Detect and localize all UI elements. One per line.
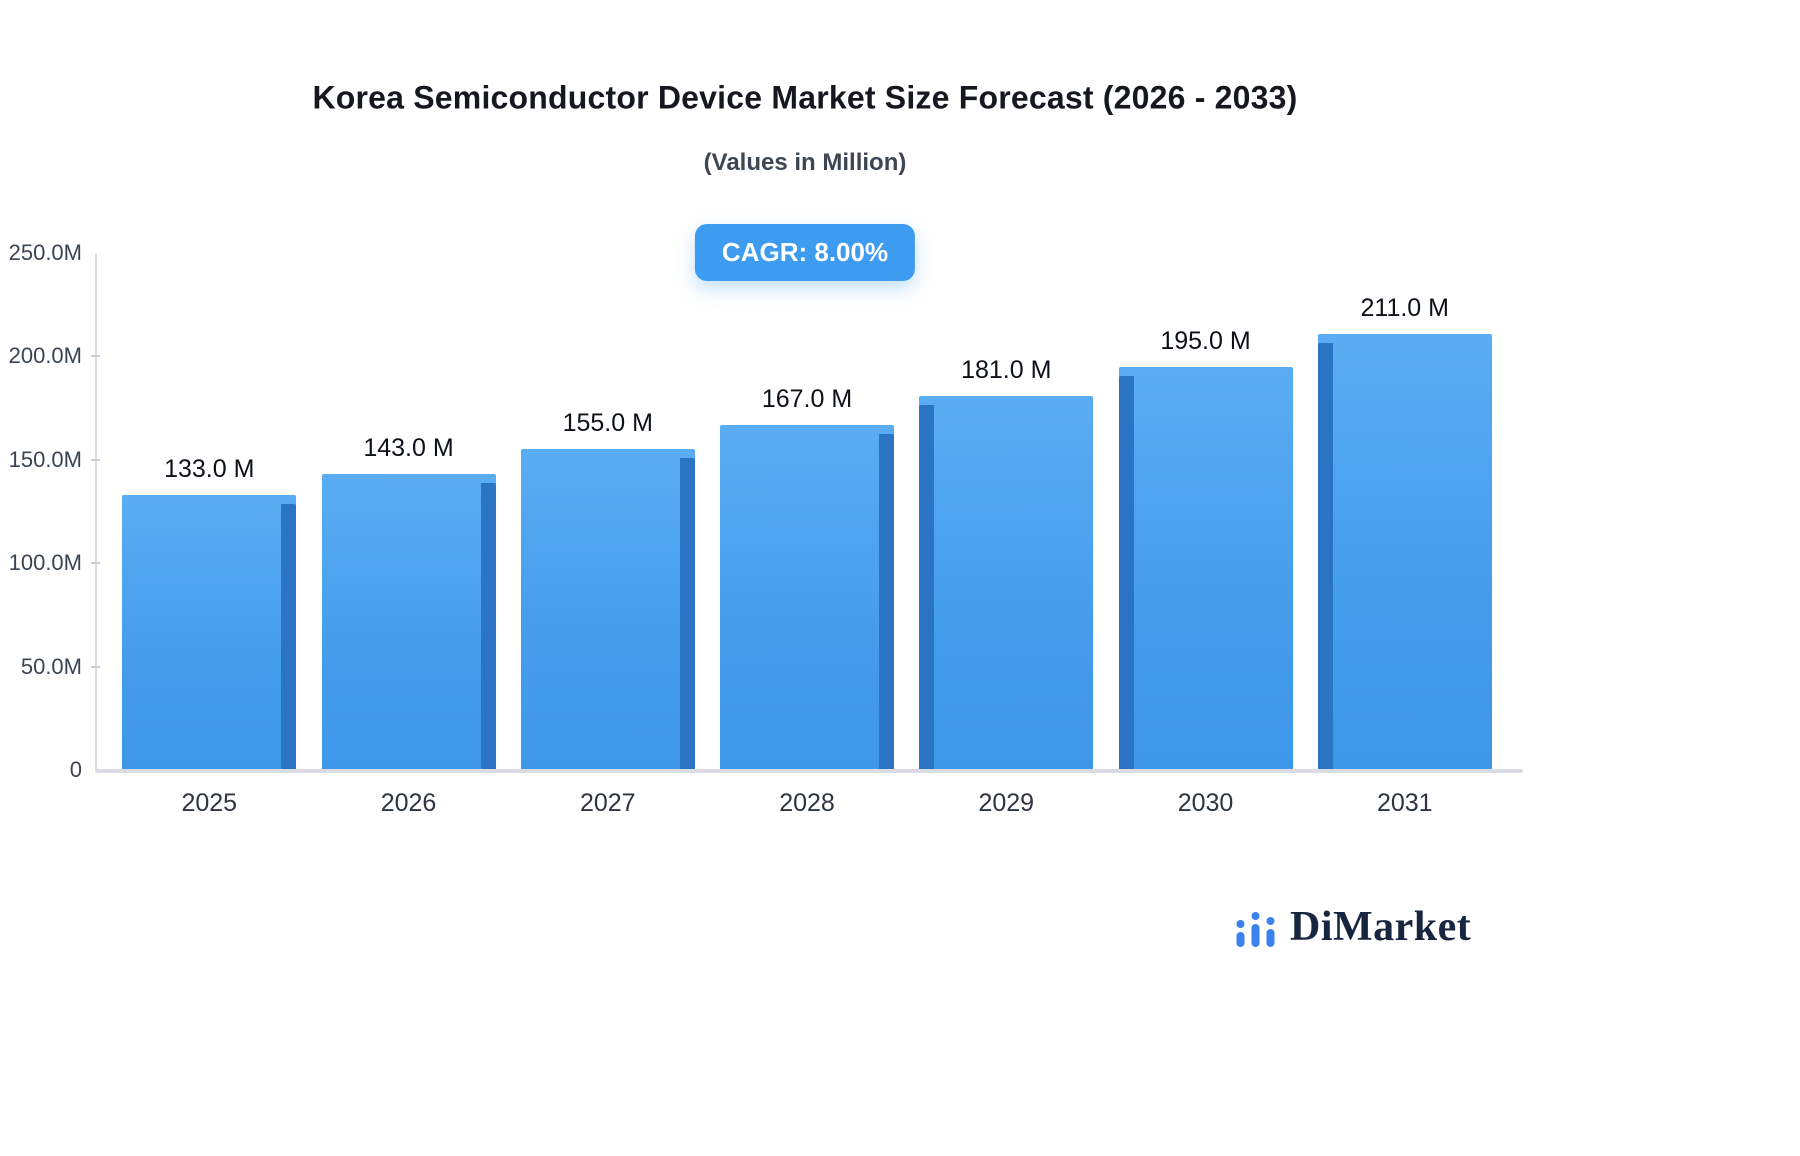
- bar-column: 181.0 M 2029: [919, 253, 1094, 817]
- bar: [720, 425, 894, 770]
- y-tick-mark: [91, 355, 100, 358]
- bar-side-face: [919, 405, 935, 770]
- bar-side-face: [1317, 343, 1333, 770]
- bar-value-label: 133.0 M: [164, 455, 255, 483]
- bar: [1118, 367, 1293, 770]
- bar-value-label: 143.0 M: [363, 434, 454, 462]
- chart-subtitle: (Values in Million): [703, 149, 907, 176]
- bar-value-label: 181.0 M: [961, 356, 1052, 384]
- bar-side-face: [879, 434, 894, 770]
- bar-value-label: 155.0 M: [562, 409, 653, 437]
- x-axis-label: 2031: [1376, 789, 1433, 817]
- x-axis-label: 2028: [779, 789, 835, 817]
- x-axis-label: 2026: [380, 789, 437, 817]
- y-tick-label: 50.0M: [20, 653, 82, 679]
- bar-column: 211.0 M 2031: [1317, 253, 1492, 817]
- plot-area: 133.0 M 2025 143.0 M 2026 155.0 M 2027 167.0 M…: [95, 253, 1523, 817]
- bar: [919, 396, 1094, 770]
- bar-side-face: [1118, 376, 1134, 770]
- bar: [1317, 334, 1492, 770]
- x-axis-line: [95, 769, 1523, 773]
- bar-value-label: 211.0 M: [1360, 294, 1449, 322]
- bar-column: 195.0 M 2030: [1118, 253, 1293, 817]
- bar-value-label: 195.0 M: [1160, 327, 1251, 355]
- y-tick-label: 200.0M: [8, 343, 82, 369]
- y-tick-mark: [91, 562, 100, 565]
- bar: [520, 449, 695, 770]
- y-tick-mark: [91, 665, 100, 668]
- bar-column: 167.0 M 2028: [720, 253, 894, 817]
- bar-side-face: [480, 483, 496, 770]
- bar-column: 133.0 M 2025: [122, 253, 297, 817]
- bar-value-label: 167.0 M: [761, 385, 853, 413]
- y-axis: 0 50.0M 100.0M 150.0M 200.0M 250.0M: [0, 240, 88, 782]
- dimarket-logo: DiMarket: [1232, 903, 1471, 951]
- bar-side-face: [679, 458, 695, 770]
- y-tick-label: 250.0M: [8, 240, 82, 265]
- y-tick-label: 100.0M: [8, 550, 82, 576]
- bar-column: 143.0 M 2026: [321, 253, 496, 817]
- y-tick-mark: [91, 458, 100, 461]
- bar-side-face: [281, 504, 297, 770]
- chart-title: Korea Semiconductor Device Market Size F…: [312, 79, 1298, 116]
- x-axis-label: 2029: [978, 789, 1035, 817]
- y-tick-label: 150.0M: [8, 446, 82, 472]
- x-axis-label: 2025: [181, 789, 238, 817]
- bar-column: 155.0 M 2027: [520, 253, 695, 817]
- dimarket-logo-text: DiMarket: [1290, 904, 1472, 950]
- y-tick-label: 0: [69, 757, 82, 782]
- bar: [321, 474, 496, 770]
- bar-chart-logo-icon: [1236, 912, 1275, 947]
- bar: [122, 495, 297, 770]
- cagr-badge: CAGR: 8.00%: [694, 224, 916, 281]
- x-axis-label: 2027: [579, 789, 636, 817]
- bar-group-container: 133.0 M 2025 143.0 M 2026 155.0 M 2027 167.0 M…: [97, 253, 1517, 817]
- x-axis-label: 2030: [1177, 789, 1234, 817]
